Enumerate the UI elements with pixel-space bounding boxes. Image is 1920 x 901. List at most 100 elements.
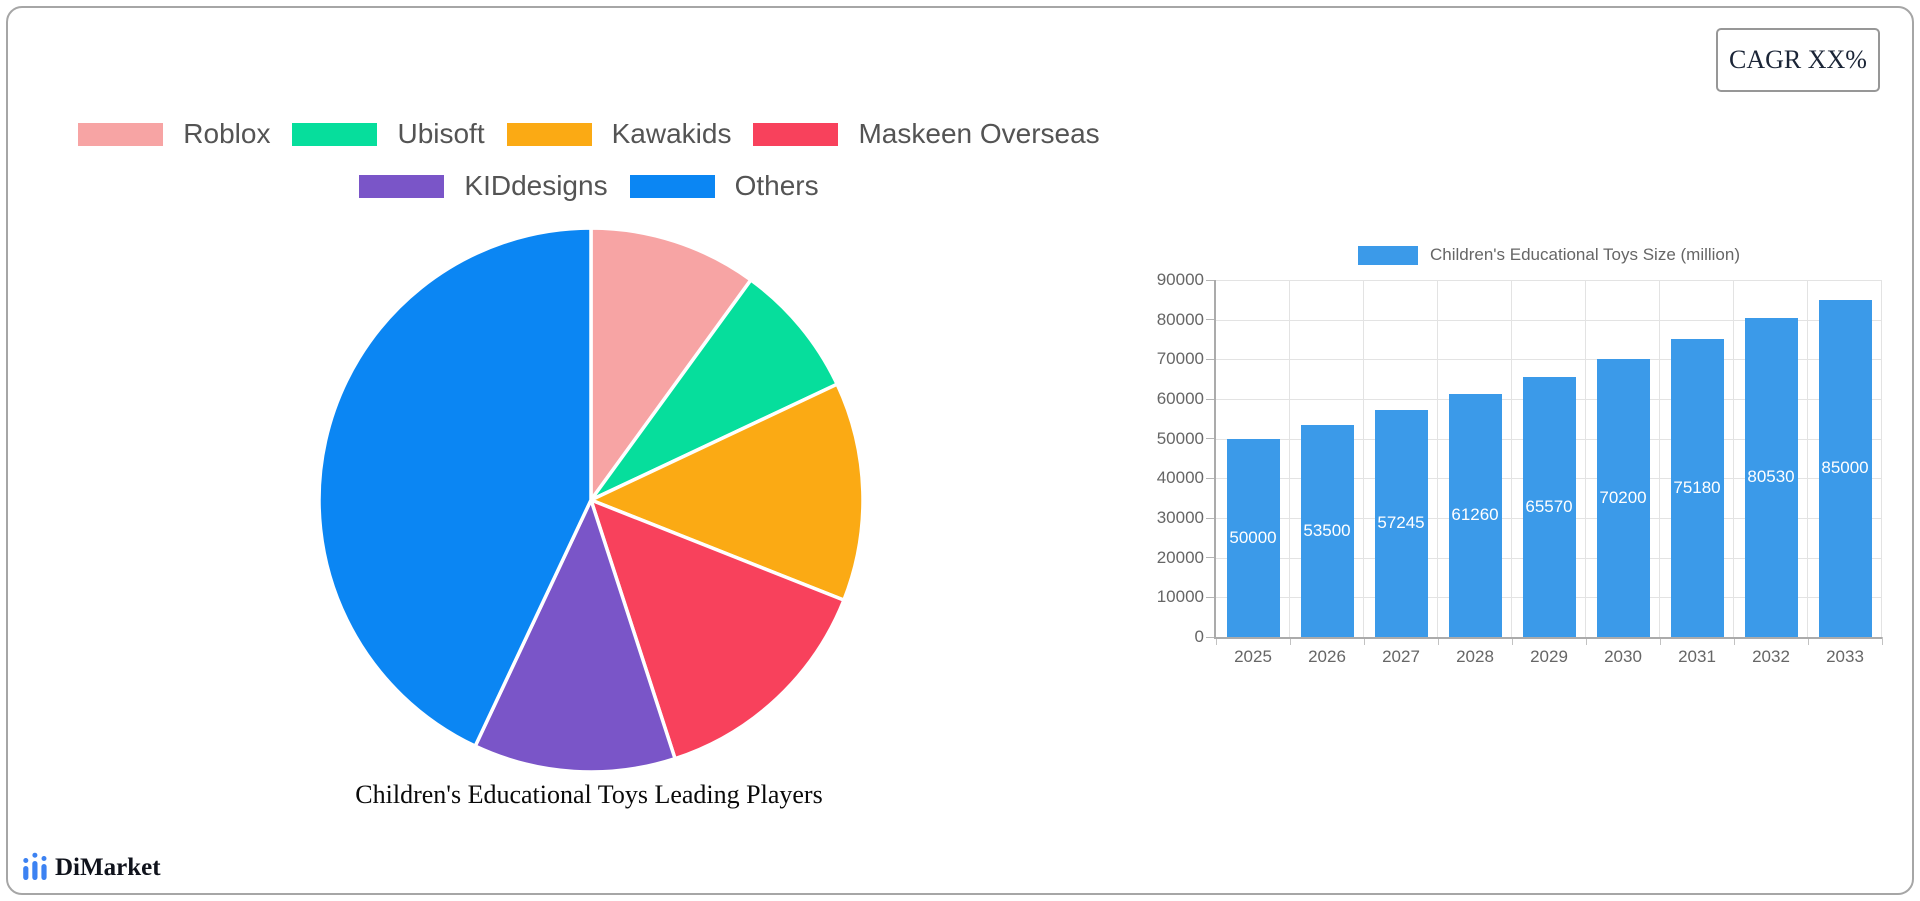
bar-2032: 80530: [1744, 317, 1798, 637]
y-axis-tick: [1206, 398, 1214, 400]
cagr-label: CAGR XX%: [1729, 45, 1867, 74]
bar-chart-legend[interactable]: Children's Educational Toys Size (millio…: [1216, 244, 1882, 266]
y-axis-label: 80000: [1156, 309, 1204, 329]
bar-value-label: 70200: [1599, 487, 1647, 507]
bar-value-label: 57245: [1377, 513, 1425, 533]
x-axis-tick: [1289, 637, 1291, 645]
y-axis-label: 0: [1194, 627, 1204, 646]
legend-label: Maskeen Overseas: [858, 118, 1100, 149]
gridline-vertical: [1363, 280, 1364, 637]
y-axis-label: 30000: [1156, 508, 1204, 527]
legend-item-kiddesigns[interactable]: KIDdesigns: [359, 170, 608, 201]
bar-value-label: 75180: [1673, 477, 1721, 497]
legend-item-kawakids[interactable]: Kawakids: [506, 118, 732, 149]
x-axis-label: 2033: [1826, 647, 1864, 666]
pie-legend-row: KIDdesigns Others: [0, 172, 1178, 200]
x-axis-tick: [1733, 637, 1735, 645]
y-axis-tick: [1206, 358, 1214, 360]
pie-chart-title: Children's Educational Toys Leading Play…: [355, 780, 823, 809]
legend-swatch: [359, 174, 445, 198]
bar-2029: 65570: [1522, 376, 1576, 637]
y-axis-tick: [1206, 517, 1214, 519]
x-axis-label: 2028: [1456, 647, 1494, 666]
legend-label: KIDdesigns: [464, 170, 608, 201]
x-axis-tick: [1807, 637, 1809, 645]
pie-slice-kawakids: [589, 382, 865, 602]
y-axis-label: 10000: [1156, 587, 1204, 607]
y-axis-tick: [1206, 557, 1214, 559]
pie-slice-kiddesigns: [473, 498, 677, 774]
x-axis-tick: [1437, 637, 1439, 645]
bar-value-label: 85000: [1821, 458, 1869, 478]
x-axis-tick: [1363, 637, 1365, 645]
gridline-horizontal: [1216, 280, 1882, 281]
gridline-vertical: [1437, 280, 1438, 637]
y-axis-label: 60000: [1156, 389, 1204, 408]
x-axis-tick: [1511, 637, 1513, 645]
x-axis-label: 2029: [1530, 647, 1568, 666]
pie-slice-ubisoft: [589, 278, 839, 502]
bar-2027: 57245: [1374, 409, 1428, 637]
x-axis-label: 2030: [1604, 647, 1642, 666]
cagr-badge: CAGR XX%: [1716, 28, 1880, 92]
legend-item-ubisoft[interactable]: Ubisoft: [292, 118, 485, 149]
gridline-vertical: [1289, 280, 1290, 637]
legend-item-others[interactable]: Others: [629, 170, 819, 201]
x-axis-tick: [1659, 637, 1661, 645]
gridline-vertical: [1807, 280, 1808, 637]
y-axis-label: 90000: [1156, 270, 1204, 289]
legend-label: Roblox: [183, 118, 271, 149]
x-axis-tick: [1215, 637, 1217, 645]
legend-label: Others: [734, 170, 819, 201]
pie-slice-others: [317, 226, 593, 748]
gridline-vertical: [1511, 280, 1512, 637]
pie-legend: Roblox Ubisoft Kawakids Maskeen Overseas KID…: [0, 120, 1178, 200]
y-axis-tick: [1206, 438, 1214, 440]
bar-plot-area: 0 10000 20000 30000 40000 50000 60000 70000 8000…: [1157, 270, 1883, 666]
legend-swatch: [506, 122, 592, 146]
gridline-horizontal: [1216, 319, 1882, 321]
legend-swatch: [753, 122, 839, 146]
brand-chart-icon: [23, 852, 47, 880]
y-axis-tick: [1206, 279, 1214, 281]
dimarket-logo: DiMarket: [22, 852, 161, 880]
bar-value-label: 65570: [1525, 496, 1573, 516]
gridline-vertical: [1881, 280, 1882, 637]
bar-2025: 50000: [1226, 438, 1280, 637]
legend-item-roblox[interactable]: Roblox: [78, 120, 270, 148]
brand-name: DiMarket: [55, 854, 161, 881]
x-axis-label: 2027: [1382, 647, 1420, 666]
pie-chart: [317, 226, 865, 774]
bar-2030: 70200: [1596, 358, 1650, 637]
x-axis-line: [1214, 637, 1882, 639]
y-axis-label: 20000: [1156, 547, 1204, 567]
y-axis-tick: [1206, 636, 1214, 638]
pie-slice-roblox: [589, 226, 753, 502]
bar-value-label: 53500: [1303, 520, 1351, 540]
x-axis-label: 2025: [1234, 647, 1272, 666]
y-axis-line: [1214, 280, 1216, 637]
legend-swatch: [292, 122, 378, 146]
y-axis-tick: [1206, 477, 1214, 479]
legend-swatch: [629, 174, 715, 198]
legend-swatch: [78, 122, 164, 146]
legend-item-maskeen-overseas[interactable]: Maskeen Overseas: [753, 118, 1100, 149]
x-axis-label: 2032: [1752, 647, 1790, 666]
bar-legend-swatch: [1357, 245, 1418, 265]
bar-2031: 75180: [1670, 338, 1724, 637]
bar-value-label: 80530: [1747, 467, 1795, 487]
bar-2033: 85000: [1818, 299, 1872, 637]
x-axis-label: 2026: [1308, 647, 1346, 666]
x-axis-tick: [1881, 637, 1883, 645]
bar-value-label: 61260: [1451, 505, 1499, 525]
y-axis-tick: [1206, 596, 1214, 598]
y-axis-label: 50000: [1156, 428, 1204, 448]
pie-legend-row: Roblox Ubisoft Kawakids Maskeen Overseas: [0, 120, 1178, 148]
y-axis-label: 40000: [1156, 468, 1204, 488]
legend-label: Kawakids: [611, 118, 732, 149]
x-axis-tick: [1585, 637, 1587, 645]
legend-label: Ubisoft: [397, 118, 485, 149]
gridline-horizontal: [1216, 359, 1882, 361]
y-axis-tick: [1206, 319, 1214, 321]
gridline-vertical: [1659, 280, 1660, 637]
